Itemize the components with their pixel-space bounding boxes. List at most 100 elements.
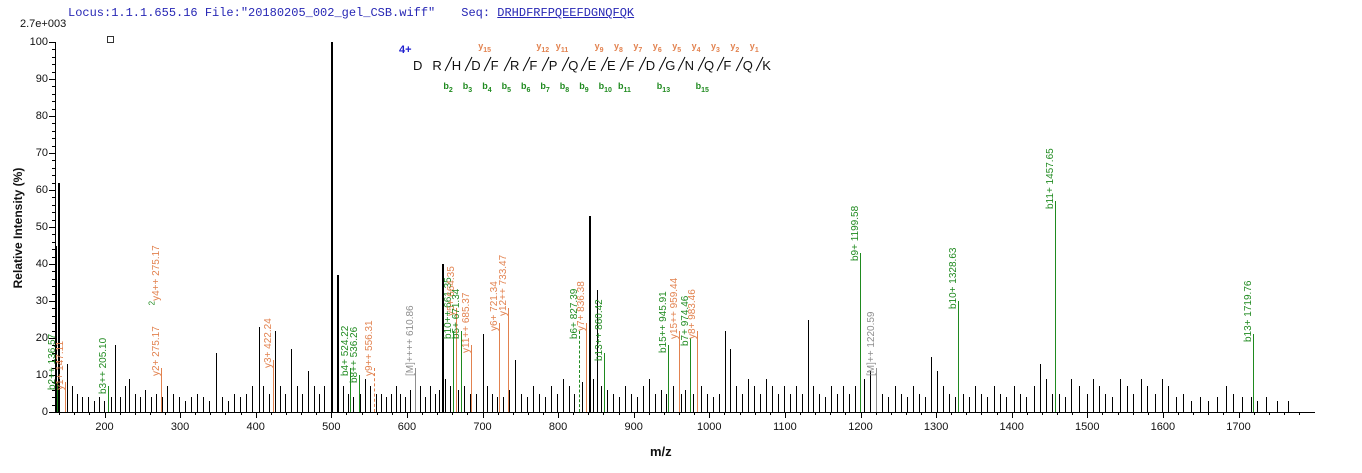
y-tick-label: 90 [35, 73, 48, 85]
annotated-peak [498, 323, 500, 412]
peak [1183, 393, 1185, 412]
peak [307, 371, 309, 412]
peak [618, 397, 620, 412]
b-ion-ladder-label: b6 [521, 81, 531, 94]
peak [849, 393, 851, 412]
y-major-tick [49, 301, 55, 302]
peak [796, 386, 798, 412]
x-minor-tick [437, 412, 439, 415]
peak [1039, 363, 1041, 412]
y-minor-tick [52, 93, 55, 95]
x-minor-tick [527, 412, 529, 415]
y-minor-tick [52, 86, 55, 88]
x-axis-title: m/z [650, 444, 672, 459]
y-minor-tick [52, 360, 55, 362]
x-minor-tick [119, 412, 121, 415]
peak [1092, 378, 1094, 412]
residue-letter: D [413, 58, 423, 73]
annotated-peak [272, 360, 274, 412]
peak [93, 400, 95, 412]
peak [882, 393, 884, 412]
y-ion-ladder-label: y6 [652, 41, 662, 54]
peak [275, 330, 277, 412]
peak [285, 393, 287, 412]
peak [692, 393, 694, 412]
peak [831, 386, 833, 412]
peak [400, 393, 402, 412]
peak [115, 345, 117, 412]
peak [1233, 393, 1235, 412]
peak [395, 386, 397, 412]
x-tick-label: 1300 [923, 421, 949, 433]
y-minor-tick [52, 278, 55, 280]
peak [545, 397, 547, 412]
peak [1086, 393, 1088, 412]
y-minor-tick [52, 145, 55, 147]
peak [568, 386, 570, 412]
peak [364, 378, 366, 412]
peak [405, 397, 407, 412]
peak [1119, 378, 1121, 412]
peak [807, 319, 809, 412]
peak [855, 386, 857, 412]
peak [1147, 386, 1149, 412]
y-major-tick [49, 264, 55, 265]
residue-letter: Q [704, 58, 715, 73]
y-minor-tick [52, 330, 55, 332]
x-minor-tick [316, 412, 318, 415]
x-minor-tick [1057, 412, 1059, 415]
fragmentation-mark [677, 56, 686, 72]
fragmentation-mark [580, 56, 589, 72]
peak [145, 389, 147, 412]
x-minor-tick [648, 412, 650, 415]
x-minor-tick [1132, 412, 1134, 415]
y-ion-ladder-label: y15 [478, 41, 491, 54]
charge-prefix: 2 [148, 300, 157, 305]
b-ion-ladder-label: b3 [462, 81, 473, 94]
fragmentation-mark [735, 56, 744, 72]
peak [592, 378, 594, 412]
peak [539, 393, 541, 412]
y-ion-ladder-label: y9 [594, 41, 604, 54]
x-tick-label: 1200 [848, 421, 873, 433]
x-major-tick [1087, 412, 1089, 418]
peak [129, 378, 131, 412]
peak-annotation-label: b8++ 536.26 [348, 326, 360, 383]
b-ion-ladder-label: b8 [559, 81, 570, 94]
y-minor-tick [52, 397, 55, 399]
peak [843, 386, 845, 412]
x-minor-tick [59, 412, 61, 415]
peak [360, 393, 362, 412]
x-minor-tick [573, 412, 575, 415]
y-tick-label: 50 [35, 221, 48, 233]
x-tick-label: 800 [548, 421, 568, 433]
peak [719, 393, 721, 412]
y-minor-tick [52, 345, 55, 347]
annotated-peak [471, 345, 473, 412]
x-major-tick [558, 412, 560, 418]
x-minor-tick [1253, 412, 1255, 415]
peak [685, 389, 687, 412]
y-minor-tick [52, 56, 55, 58]
b-ion-ladder-label: b2 [443, 81, 453, 94]
y-minor-tick [52, 323, 55, 325]
peak [245, 393, 247, 412]
x-minor-tick [981, 412, 983, 415]
x-major-tick [482, 412, 484, 418]
intensity-scale-label: 2.7e+003 [20, 18, 67, 30]
peak [1133, 393, 1135, 412]
annotated-peak [358, 375, 360, 412]
peak [936, 371, 938, 412]
annotated-peak [1055, 201, 1057, 412]
peak [784, 386, 786, 412]
peak [419, 386, 421, 412]
y-minor-tick [52, 315, 55, 317]
peak [251, 386, 253, 412]
peak [441, 264, 444, 412]
y-major-tick [49, 338, 55, 339]
x-minor-tick [1147, 412, 1149, 415]
x-minor-tick [361, 412, 363, 415]
x-minor-tick [618, 412, 620, 415]
residue-letter: F [723, 58, 732, 73]
peak [1065, 397, 1067, 412]
